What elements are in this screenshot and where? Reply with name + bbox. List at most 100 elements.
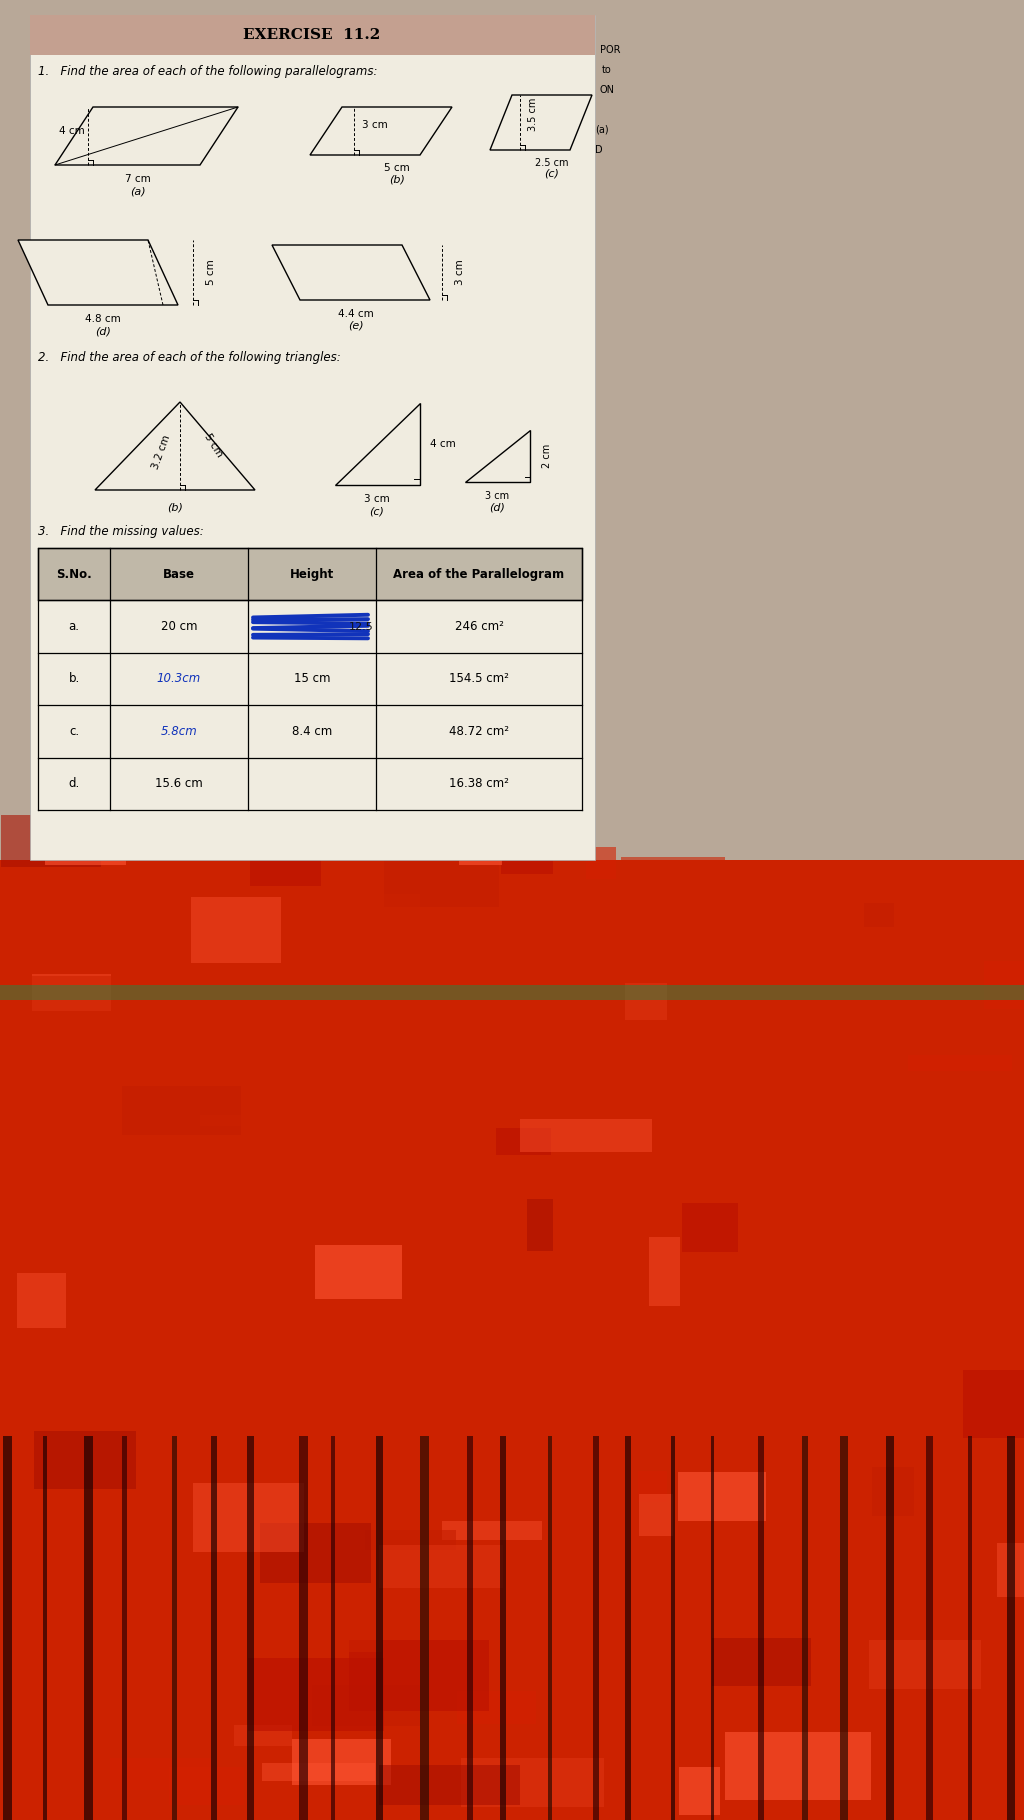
Bar (172, 1436, 177, 1820)
Bar (964, 1370, 1024, 1438)
Text: c.: c. (69, 724, 79, 737)
Bar (248, 1658, 384, 1731)
Text: D: D (595, 146, 603, 155)
Text: 246 cm²: 246 cm² (455, 621, 504, 633)
Bar (625, 983, 668, 1021)
Bar (0, 985, 1024, 999)
Bar (420, 1436, 429, 1820)
Polygon shape (95, 402, 255, 490)
Text: S.No.: S.No. (56, 568, 92, 581)
Bar (376, 1436, 383, 1820)
Text: (c): (c) (545, 169, 559, 178)
Bar (804, 1141, 900, 1178)
Text: 3 cm: 3 cm (455, 260, 465, 286)
Bar (1007, 1436, 1015, 1820)
Text: 154.5 cm²: 154.5 cm² (450, 673, 509, 686)
Text: ON: ON (600, 86, 615, 95)
Bar (649, 1238, 681, 1305)
Text: 5 cm: 5 cm (202, 431, 224, 459)
Bar (0, 861, 1024, 1820)
Bar (969, 1436, 972, 1820)
Bar (262, 1764, 375, 1782)
Bar (30, 15, 595, 861)
Bar (639, 1494, 673, 1536)
Polygon shape (18, 240, 178, 306)
Bar (32, 974, 111, 1012)
Bar (520, 1119, 652, 1152)
Text: 2.   Find the area of each of the following triangles:: 2. Find the area of each of the followin… (38, 351, 341, 364)
Text: 4.8 cm: 4.8 cm (85, 315, 121, 324)
Bar (725, 1733, 871, 1800)
Text: Height: Height (290, 568, 334, 581)
Bar (838, 948, 858, 994)
Text: (d): (d) (95, 326, 111, 337)
Bar (887, 1436, 894, 1820)
Bar (17, 1274, 67, 1329)
Text: (b): (b) (167, 502, 183, 513)
Text: Area of the Parallelogram: Area of the Parallelogram (393, 568, 564, 581)
Bar (250, 814, 321, 886)
Bar (384, 855, 499, 908)
Bar (312, 1685, 421, 1725)
Polygon shape (55, 107, 238, 166)
Bar (626, 1436, 631, 1820)
Text: 3.5 cm: 3.5 cm (528, 98, 538, 131)
Bar (713, 1638, 811, 1687)
Text: 3.2 cm: 3.2 cm (151, 433, 172, 471)
Bar (997, 1543, 1024, 1596)
Text: 4 cm: 4 cm (430, 439, 456, 450)
Text: (d): (d) (489, 502, 505, 511)
Bar (38, 548, 582, 601)
Bar (43, 1436, 47, 1820)
Bar (908, 1056, 1012, 1072)
Polygon shape (465, 430, 530, 482)
Bar (593, 1436, 599, 1820)
Bar (672, 1436, 675, 1820)
Text: 15 cm: 15 cm (294, 673, 331, 686)
Text: 4.4 cm: 4.4 cm (338, 309, 374, 318)
Bar (526, 1199, 553, 1252)
Bar (234, 1725, 292, 1745)
Text: (a): (a) (595, 126, 608, 135)
Text: EXERCISE  11.2: EXERCISE 11.2 (244, 27, 381, 42)
Text: (e): (e) (348, 320, 364, 331)
Text: d.: d. (69, 777, 80, 790)
Text: 4 cm: 4 cm (59, 126, 85, 136)
Text: (a): (a) (130, 187, 145, 197)
Bar (194, 1483, 304, 1552)
Text: POR: POR (600, 46, 621, 55)
Bar (260, 1523, 371, 1583)
Bar (612, 912, 644, 935)
Bar (457, 1691, 537, 1724)
Bar (111, 1758, 213, 1789)
Bar (191, 897, 282, 963)
Text: 8.4 cm: 8.4 cm (292, 724, 332, 737)
Bar (682, 1203, 737, 1252)
Bar (841, 1436, 849, 1820)
Text: 7 cm: 7 cm (125, 175, 151, 184)
Text: 5.8cm: 5.8cm (161, 724, 198, 737)
Bar (6, 976, 118, 1037)
Bar (84, 1436, 92, 1820)
Text: (c): (c) (370, 506, 384, 517)
Bar (234, 1605, 382, 1653)
Bar (500, 1436, 506, 1820)
Bar (467, 1436, 473, 1820)
Bar (444, 1427, 549, 1483)
Bar (984, 961, 1024, 1010)
Bar (122, 1436, 127, 1820)
Bar (292, 1740, 391, 1785)
Bar (1014, 1614, 1024, 1685)
Bar (927, 1436, 933, 1820)
Bar (3, 1436, 11, 1820)
Text: 12.5: 12.5 (349, 622, 374, 632)
Bar (30, 15, 595, 55)
Bar (548, 1436, 552, 1820)
Text: 2.5 cm: 2.5 cm (536, 158, 568, 167)
Bar (200, 1114, 256, 1127)
Bar (586, 848, 615, 879)
Bar (333, 1034, 437, 1103)
Text: (b): (b) (389, 175, 404, 186)
Bar (1, 815, 101, 868)
Bar (169, 1767, 245, 1805)
